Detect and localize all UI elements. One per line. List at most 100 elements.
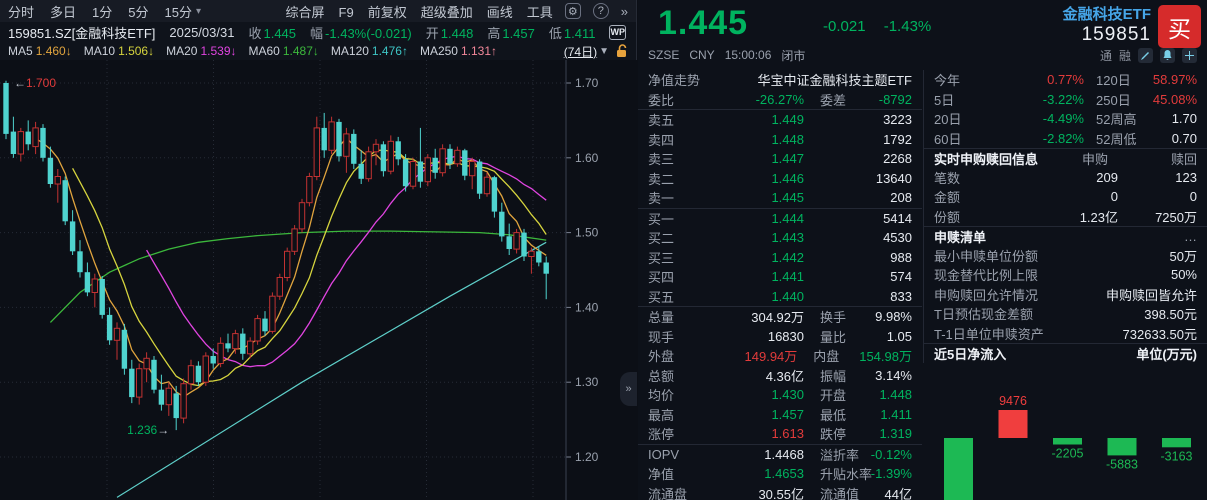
period-tabs: 分时 多日 1分 5分 15分 (8, 2, 208, 21)
field-value: 1.448 (440, 25, 474, 41)
inflow-bar (1053, 438, 1082, 445)
redemption-row: 现金替代比例上限 50% (934, 267, 1197, 284)
period-tab[interactable]: 1分 (92, 4, 113, 20)
kline-chart[interactable]: 1.70 1.60 1.50 1.40 1.30 1.20 ←1.700 1.236→ (0, 60, 637, 500)
chart-section: 分时 多日 1分 5分 15分 ▾ 综合屏 F9 前复权 超级叠加 画线 工具 ⚙ ? » 159… (0, 0, 637, 500)
toolbar-menu-item[interactable]: 前复权 (367, 4, 407, 20)
ma-legend-bar: MA5 1.460↓ MA10 1.506↓ MA20 1.539↓ MA60 1.487↓ M… (0, 42, 636, 60)
exchange-label: SZSE (648, 48, 680, 62)
securities-lending-badge: 融 (1118, 48, 1131, 63)
period-tab[interactable]: 多日 (50, 4, 77, 20)
period-tab[interactable]: 分时 (8, 4, 35, 20)
bid-row[interactable]: 买一 1.444 5414 (648, 210, 912, 227)
bid-row[interactable]: 买五 1.440 833 (648, 288, 912, 305)
stat-row: IOPV 1.4468 溢折率 -0.12% (648, 446, 912, 463)
field-value: -1.43%(-0.021) (325, 25, 412, 41)
performance-row: 5日 -3.22% 250日 45.08% (934, 91, 1197, 108)
stat-row: 净值 1.4653 升贴水率 -1.39% (648, 466, 912, 483)
quote-time: 15:00:06 (724, 48, 772, 62)
svg-text:-5883: -5883 (1106, 457, 1138, 471)
inflow-bar (944, 438, 973, 500)
inflow-bar (1107, 438, 1137, 456)
help-icon[interactable]: ? (592, 3, 609, 19)
ma-label: MA5 (8, 44, 33, 58)
net-inflow-chart: 9476 -2205 -5883 -3163 (923, 380, 1207, 500)
instrument-name: 金融科技ETF (1062, 6, 1151, 23)
field-value: 1.445 (263, 25, 297, 41)
bid-row[interactable]: 买三 1.442 988 (648, 249, 912, 266)
ma-label: MA10 (83, 44, 116, 58)
toolbar-menu-item[interactable]: 超级叠加 (420, 4, 473, 20)
ma-label: MA120 (330, 44, 369, 58)
unlock-icon[interactable] (615, 44, 628, 58)
stat-row: 涨停 1.613 跌停 1.319 (648, 426, 912, 443)
ma-period-label[interactable]: (74日) (563, 44, 598, 59)
performance-row: 今年 0.77% 120日 58.97% (934, 72, 1197, 89)
instrument-code: 159851 (1081, 24, 1151, 45)
stat-row: 最高 1.457 最低 1.411 (648, 406, 912, 423)
ask-row[interactable]: 卖一 1.445 208 (648, 190, 912, 207)
ask-row[interactable]: 卖四 1.448 1792 (648, 131, 912, 148)
caret-down-icon[interactable]: ▾ (195, 5, 201, 17)
gear-icon[interactable]: ⚙ (564, 3, 581, 19)
svg-text:1.60: 1.60 (575, 151, 599, 165)
collapse-panel-icon[interactable]: » (620, 372, 637, 406)
bid-row[interactable]: 买四 1.441 574 (648, 269, 912, 286)
price-change: -0.021 (823, 18, 866, 35)
currency-label: CNY (689, 48, 715, 62)
stat-row: 流通盘 30.55亿 流通值 44亿 (648, 486, 912, 500)
field-label: 低 (548, 25, 562, 41)
toolbar-menu-item[interactable]: F9 (338, 4, 354, 20)
stat-row: 外盘 149.94万 内盘 154.98万 (648, 349, 912, 365)
market-status: 闭市 (781, 48, 806, 63)
quote-panel: 1.445 -0.021 -1.43% 金融科技ETF 159851 买 SZS… (638, 0, 1207, 500)
field-value: 1.457 (502, 25, 535, 41)
period-tab[interactable]: 5分 (128, 4, 149, 20)
margin-trading-badge: 通 (1099, 48, 1112, 63)
svg-text:1.236→: 1.236→ (127, 423, 169, 437)
wp-window-icon[interactable]: WP (609, 24, 626, 40)
stat-row: 均价 1.430 开盘 1.448 (648, 387, 912, 404)
dropdown-triangle-icon[interactable]: ▼ (599, 45, 609, 57)
performance-row: 60日 -2.82% 52周低 0.70 (934, 130, 1197, 147)
kline-chart-area[interactable]: 1.70 1.60 1.50 1.40 1.30 1.20 ←1.700 1.236→ (0, 60, 637, 500)
stat-row: 总量 304.92万 换手 9.98% (648, 309, 912, 326)
inflow-bar (998, 410, 1028, 438)
ma-label: MA250 (419, 44, 458, 58)
svg-text:1.40: 1.40 (575, 300, 599, 314)
ma-value: 1.131↑ (460, 44, 498, 58)
svg-text:1.50: 1.50 (575, 226, 599, 240)
order-book-column: 净值走势 华宝中证金融科技主题ETF 委比 -26.27% 委差 -8792 卖五 1… (638, 70, 922, 500)
pencil-icon[interactable] (1138, 47, 1153, 63)
redemption-header[interactable]: 申赎清单… (924, 226, 1207, 246)
subscription-row: 笔数 209 123 (934, 169, 1197, 186)
buy-button[interactable]: 买 (1158, 5, 1201, 48)
svg-text:1.30: 1.30 (575, 375, 599, 389)
svg-text:←1.700: ←1.700 (14, 76, 56, 90)
ma-label: MA20 (166, 44, 198, 58)
plus-icon[interactable] (1182, 47, 1197, 63)
toolbar-menu-item[interactable]: 工具 (526, 4, 553, 20)
toolbar-menu-item[interactable]: 综合屏 (285, 4, 325, 20)
field-label: 开 (425, 25, 439, 41)
chevrons-right-icon[interactable]: » (620, 3, 628, 19)
bell-icon[interactable] (1160, 47, 1175, 63)
period-tab[interactable]: 15分 (164, 4, 192, 20)
ask-row[interactable]: 卖二 1.446 13640 (648, 170, 912, 187)
market-status-bar: SZSE CNY 15:00:06 闭市 通 融 (638, 46, 1207, 64)
ma-label: MA60 (248, 44, 280, 58)
bid-row[interactable]: 买二 1.443 4530 (648, 230, 912, 247)
toolbar-menu-item[interactable]: 画线 (486, 4, 513, 20)
svg-text:-3163: -3163 (1161, 449, 1193, 463)
ohlc-fields: 收 1.445 幅 -1.43%(-0.021) 开 1.448 高 1.457 低 1.411 (248, 23, 609, 42)
last-price: 1.445 (658, 4, 749, 42)
quote-infobar: 159851.SZ[金融科技ETF] 2025/03/31 收 1.445 幅 -1.… (0, 22, 636, 42)
quote-quick-actions: 通 融 (1100, 47, 1197, 64)
nav-row[interactable]: 净值走势 华宝中证金融科技主题ETF (648, 73, 912, 89)
ask-row[interactable]: 卖五 1.449 3223 (648, 112, 912, 129)
subscription-header: 实时申购赎回信息 申购 赎回 (924, 148, 1207, 168)
field-value: 1.411 (563, 25, 596, 41)
svg-text:1.20: 1.20 (575, 450, 599, 464)
ask-row[interactable]: 卖三 1.447 2268 (648, 151, 912, 168)
